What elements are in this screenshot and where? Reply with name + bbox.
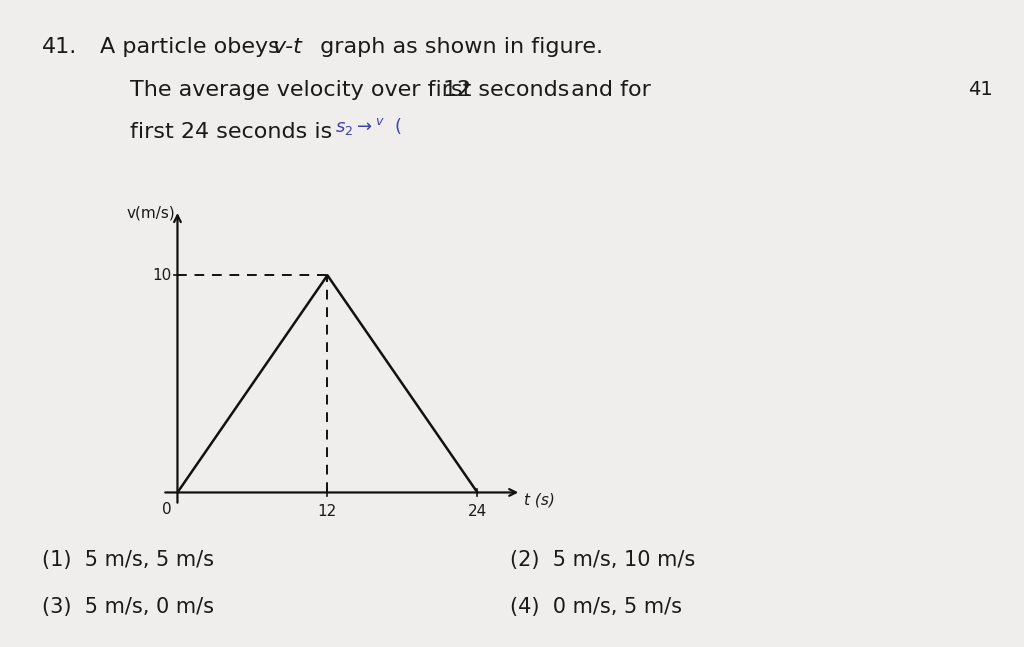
Text: (2)  5 m/s, 10 m/s: (2) 5 m/s, 10 m/s: [510, 550, 695, 570]
Text: (1)  5 m/s, 5 m/s: (1) 5 m/s, 5 m/s: [42, 550, 214, 570]
Text: (3)  5 m/s, 0 m/s: (3) 5 m/s, 0 m/s: [42, 597, 214, 617]
Text: v-t: v-t: [272, 37, 302, 57]
Text: 24: 24: [468, 505, 487, 520]
Text: 0: 0: [162, 502, 171, 517]
Text: $\mathit{s_{2}{\rightarrow}^{v}}$  (: $\mathit{s_{2}{\rightarrow}^{v}}$ (: [335, 116, 402, 137]
Text: 10: 10: [152, 268, 171, 283]
Text: 12: 12: [317, 505, 337, 520]
Text: A particle obeys: A particle obeys: [100, 37, 287, 57]
Text: first 24 seconds is: first 24 seconds is: [130, 122, 333, 142]
Text: 41.: 41.: [42, 37, 77, 57]
Text: t (s): t (s): [523, 492, 554, 507]
Text: and for: and for: [564, 80, 651, 100]
Text: (4)  0 m/s, 5 m/s: (4) 0 m/s, 5 m/s: [510, 597, 682, 617]
Text: The average velocity over first: The average velocity over first: [130, 80, 478, 100]
Text: 41: 41: [968, 80, 992, 98]
Text: 12 seconds: 12 seconds: [443, 80, 569, 100]
Text: graph as shown in figure.: graph as shown in figure.: [313, 37, 603, 57]
Text: v(m/s): v(m/s): [126, 206, 175, 221]
